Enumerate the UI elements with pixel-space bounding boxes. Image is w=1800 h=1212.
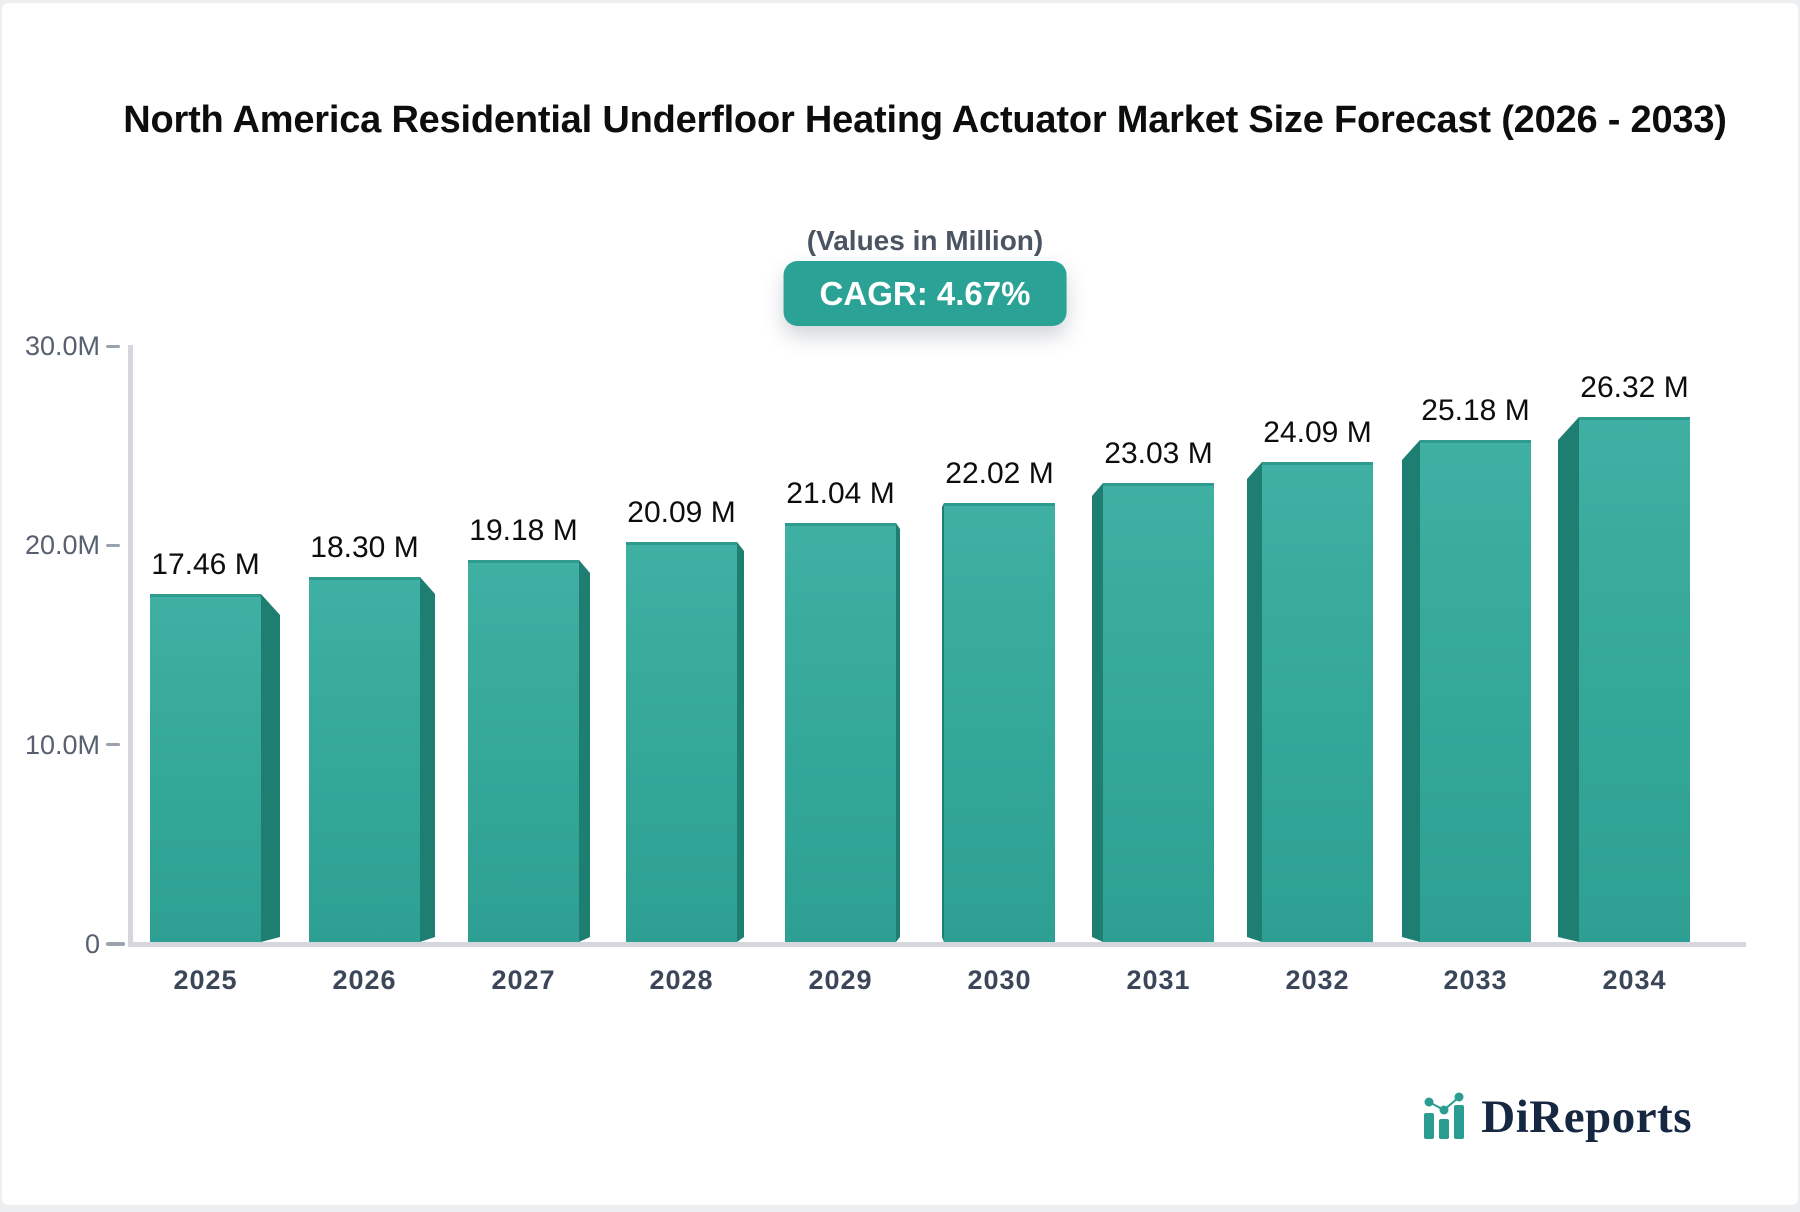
bar-side-face: [261, 594, 280, 942]
direports-logo: DiReports: [1421, 1091, 1692, 1141]
bar-front-face: [1262, 462, 1373, 942]
bar-front-face: [468, 560, 579, 942]
bar-value-label: 24.09 M: [1263, 416, 1372, 449]
logo-chart-icon: [1424, 1092, 1465, 1139]
y-axis-tick: [106, 344, 120, 348]
x-axis-label-2030: 2030: [967, 965, 1032, 995]
x-axis-label-2026: 2026: [332, 965, 397, 995]
bar-value-label: 18.30 M: [310, 531, 419, 564]
bar-front-face: [309, 577, 420, 942]
bar-side-face: [1247, 462, 1262, 942]
bar-side-face: [1092, 483, 1103, 942]
x-axis-label-2025: 2025: [173, 965, 238, 995]
bar-front-face: [1420, 440, 1531, 942]
y-axis-label-0: 0: [84, 929, 100, 959]
x-axis-line: [128, 942, 1746, 947]
bar-value-label: 26.32 M: [1580, 371, 1689, 404]
chart-subtitle: (Values in Million): [806, 225, 1044, 256]
x-axis-label-2027: 2027: [491, 965, 556, 995]
y-axis-tick: [106, 942, 125, 946]
bar-chart-plot: 30.0M 20.0M 10.0M 0 17.46 M 2025 18.30 M 2026 19…: [2, 3, 1798, 1205]
bar-side-face: [896, 523, 900, 942]
chart-card: North America Residential Underfloor Hea…: [2, 3, 1798, 1205]
bar-side-face: [1558, 417, 1579, 942]
y-axis-label-30.0M: 30.0M: [24, 331, 100, 362]
bar-side-face: [1402, 440, 1420, 942]
bar-side-face: [942, 503, 944, 942]
x-axis-label-2028: 2028: [649, 965, 714, 995]
bar-front-face: [1103, 483, 1214, 942]
bar-value-label: 22.02 M: [945, 457, 1054, 490]
chart-title: North America Residential Underfloor Hea…: [123, 99, 1727, 141]
y-axis-label-10.0M: 10.0M: [24, 729, 100, 760]
x-axis-label-2032: 2032: [1285, 965, 1350, 995]
cagr-badge: CAGR: 4.67%: [783, 261, 1067, 326]
bar-value-label: 25.18 M: [1421, 394, 1530, 427]
y-axis-label-20.0M: 20.0M: [24, 530, 100, 561]
x-axis-label-2029: 2029: [808, 965, 873, 995]
bar-front-face: [626, 542, 737, 942]
bar-front-face: [944, 503, 1055, 942]
x-axis-label-2034: 2034: [1602, 965, 1667, 995]
x-axis-label-2031: 2031: [1126, 965, 1191, 995]
y-axis-tick: [106, 543, 120, 547]
logo-text: DiReports: [1481, 1091, 1692, 1143]
y-axis-tick: [106, 743, 120, 747]
bar-value-label: 17.46 M: [151, 548, 260, 581]
y-axis-line: [128, 345, 133, 947]
x-axis-label-2033: 2033: [1443, 965, 1508, 995]
bar-value-label: 23.03 M: [1104, 437, 1213, 470]
bar-front-face: [785, 523, 896, 942]
bar-side-face: [579, 560, 590, 942]
bar-side-face: [737, 542, 744, 942]
bar-value-label: 19.18 M: [469, 514, 578, 547]
bar-front-face: [1579, 417, 1690, 942]
bar-value-label: 21.04 M: [786, 477, 895, 510]
bar-side-face: [420, 577, 435, 942]
bar-value-label: 20.09 M: [627, 496, 736, 529]
bar-front-face: [150, 594, 261, 942]
